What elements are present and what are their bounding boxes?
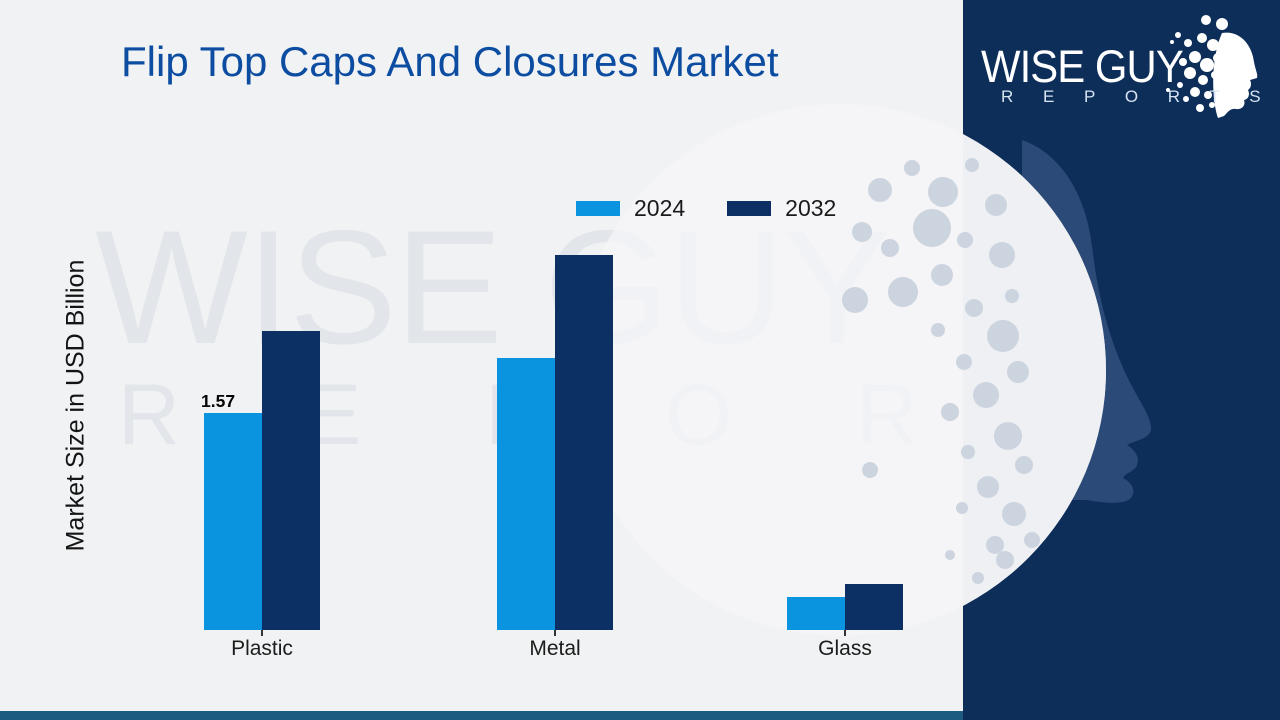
legend-swatch-2032 xyxy=(727,201,772,216)
chart-legend: 2024 2032 xyxy=(576,195,836,222)
category-label-plastic: Plastic xyxy=(231,637,293,660)
bar-glass-2032 xyxy=(845,584,903,630)
dots-pattern xyxy=(842,158,1040,584)
bar-plastic-2032 xyxy=(262,331,320,630)
category-label-metal: Metal xyxy=(529,637,581,660)
x-axis-tick xyxy=(554,630,556,636)
bar-glass-2024 xyxy=(787,597,845,630)
page-title: Flip Top Caps And Closures Market xyxy=(121,38,779,85)
bar-plastic-2024 xyxy=(204,413,262,630)
legend-item-2024: 2024 xyxy=(576,195,685,222)
logo-brand-subtitle: R E P O R T S xyxy=(1001,87,1274,106)
bar-value-label: 1.57 xyxy=(201,391,236,411)
x-axis-tick xyxy=(261,630,263,636)
bar-metal-2024 xyxy=(497,358,555,630)
category-label-glass: Glass xyxy=(818,637,872,660)
logo-face-icon xyxy=(1166,15,1258,118)
legend-label-2024: 2024 xyxy=(634,195,686,221)
logo-brand-name: WISE GUY xyxy=(981,41,1184,92)
footer-bar xyxy=(0,711,1280,720)
legend-swatch-2024 xyxy=(576,201,620,216)
legend-label-2032: 2032 xyxy=(785,195,837,221)
x-axis-tick xyxy=(844,630,846,636)
bar-metal-2032 xyxy=(555,255,613,630)
legend-item-2032: 2032 xyxy=(727,195,836,222)
